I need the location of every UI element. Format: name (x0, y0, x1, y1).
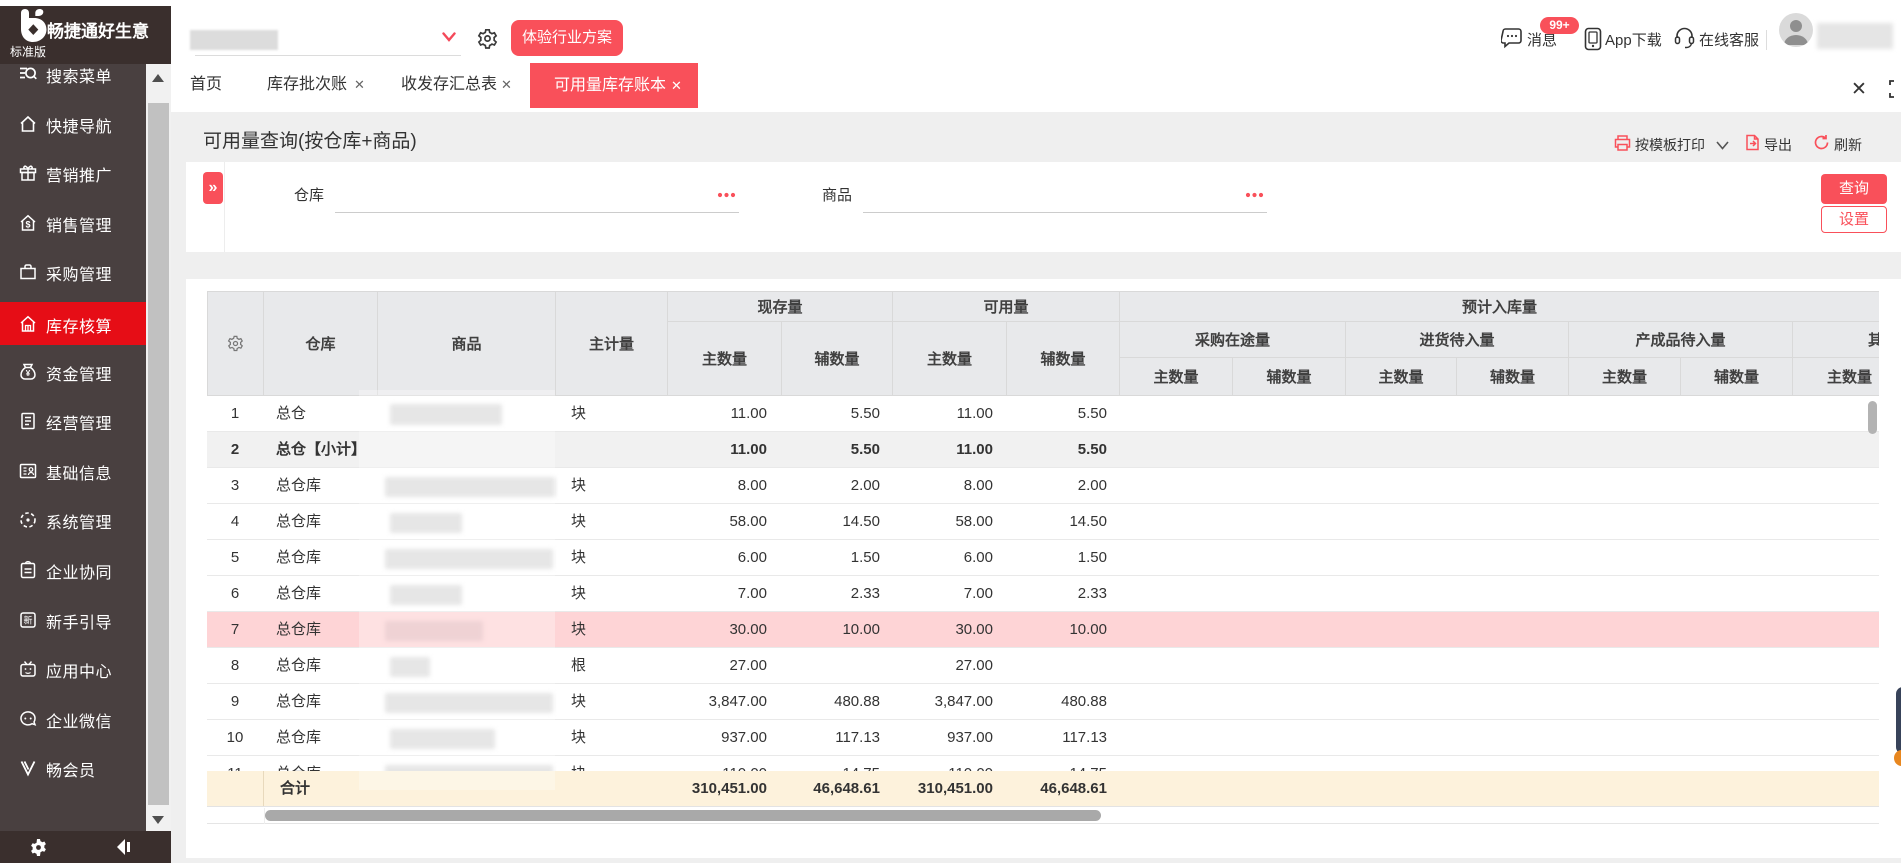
svg-text:¥: ¥ (26, 369, 31, 378)
svg-text:$: $ (25, 219, 30, 229)
svg-text:新: 新 (23, 614, 32, 625)
